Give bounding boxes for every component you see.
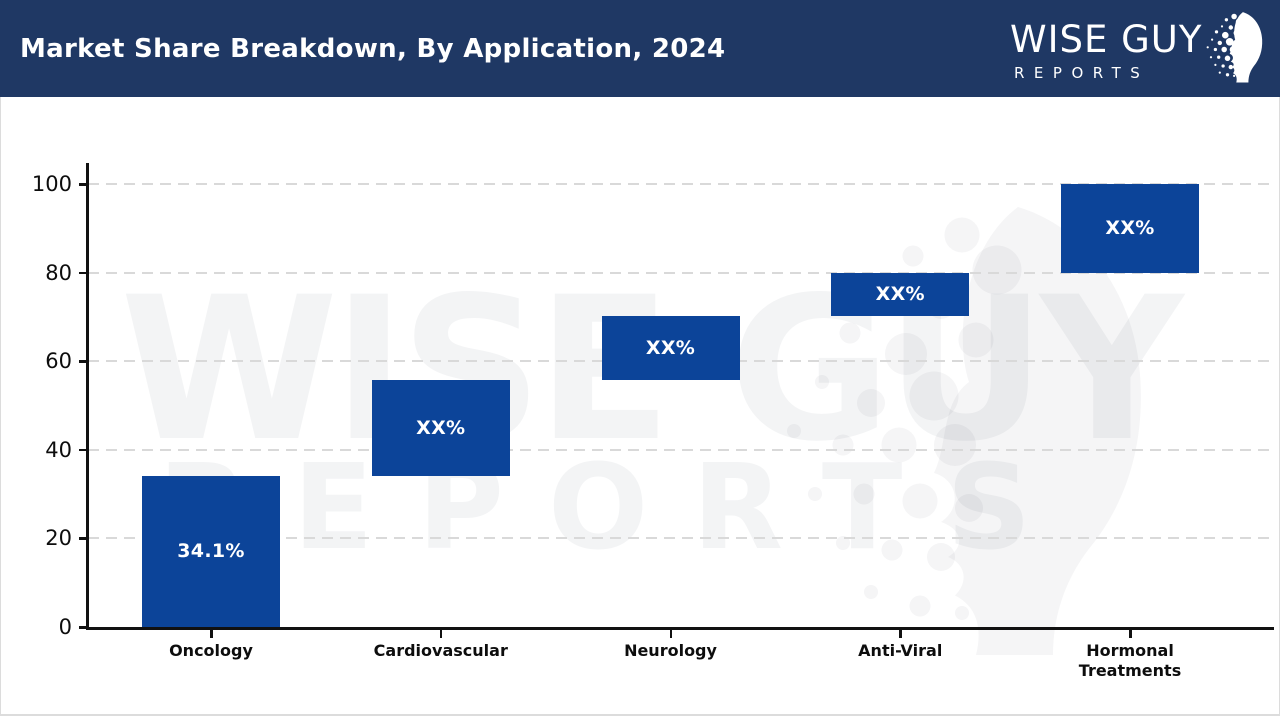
y-tick-label-0: 0 bbox=[58, 615, 72, 639]
logo-wordmark: WISE GUY bbox=[1010, 18, 1202, 61]
page-edge-bottom bbox=[0, 714, 1280, 716]
bar-cardiovascular: XX% bbox=[371, 379, 510, 476]
header-bar: Market Share Breakdown, By Application, … bbox=[0, 0, 1280, 97]
bar-oncology: 34.1% bbox=[142, 475, 280, 627]
y-tick-label-20: 20 bbox=[45, 526, 72, 551]
gridline-40 bbox=[88, 448, 1274, 451]
bar-hormonal-treatments: XX% bbox=[1061, 184, 1199, 273]
y-tick-40 bbox=[79, 448, 87, 452]
category-label-anti-viral: Anti-Viral bbox=[858, 641, 943, 660]
category-label-oncology: Oncology bbox=[169, 641, 253, 660]
bar-neurology: XX% bbox=[601, 316, 740, 380]
x-tick-oncology bbox=[210, 630, 213, 638]
bar-anti-viral: XX% bbox=[831, 272, 970, 316]
gridline-80 bbox=[88, 271, 1274, 274]
wise-guy-reports-logo: WISE GUY REPORTS bbox=[1010, 12, 1263, 83]
bar-value-label-cardiovascular: XX% bbox=[416, 416, 466, 439]
x-tick-cardiovascular bbox=[439, 630, 443, 638]
gridline-100 bbox=[88, 183, 1274, 185]
x-axis-line bbox=[86, 627, 1274, 630]
y-tick-60 bbox=[79, 360, 87, 363]
y-tick-0 bbox=[79, 626, 87, 629]
bar-value-label-neurology: XX% bbox=[645, 336, 696, 359]
category-label-hormonal-treatments: Hormonal Treatments bbox=[1078, 641, 1182, 680]
category-label-neurology: Neurology bbox=[624, 641, 717, 660]
y-tick-80 bbox=[79, 271, 87, 275]
chart-title: Market Share Breakdown, By Application, … bbox=[20, 33, 726, 64]
page-edge-left bbox=[0, 97, 1, 714]
x-tick-neurology bbox=[669, 630, 672, 638]
y-tick-label-80: 80 bbox=[45, 260, 72, 285]
bar-value-label-hormonal-treatments: XX% bbox=[1105, 217, 1155, 240]
logo-reports-text: REPORTS bbox=[1014, 64, 1149, 82]
y-tick-label-60: 60 bbox=[45, 349, 72, 374]
logo-head-icon bbox=[1206, 12, 1263, 83]
bar-value-label-oncology: 34.1% bbox=[177, 540, 245, 563]
y-axis-line bbox=[86, 163, 89, 630]
y-tick-label-100: 100 bbox=[31, 172, 72, 196]
y-tick-20 bbox=[79, 537, 87, 540]
x-tick-hormonal-treatments bbox=[1129, 630, 1132, 638]
x-tick-anti-viral bbox=[899, 630, 902, 638]
bar-value-label-anti-viral: XX% bbox=[875, 283, 925, 306]
y-tick-label-40: 40 bbox=[45, 437, 72, 462]
y-tick-100 bbox=[79, 183, 87, 186]
category-label-cardiovascular: Cardiovascular bbox=[373, 641, 508, 660]
gridline-20 bbox=[88, 537, 1274, 540]
